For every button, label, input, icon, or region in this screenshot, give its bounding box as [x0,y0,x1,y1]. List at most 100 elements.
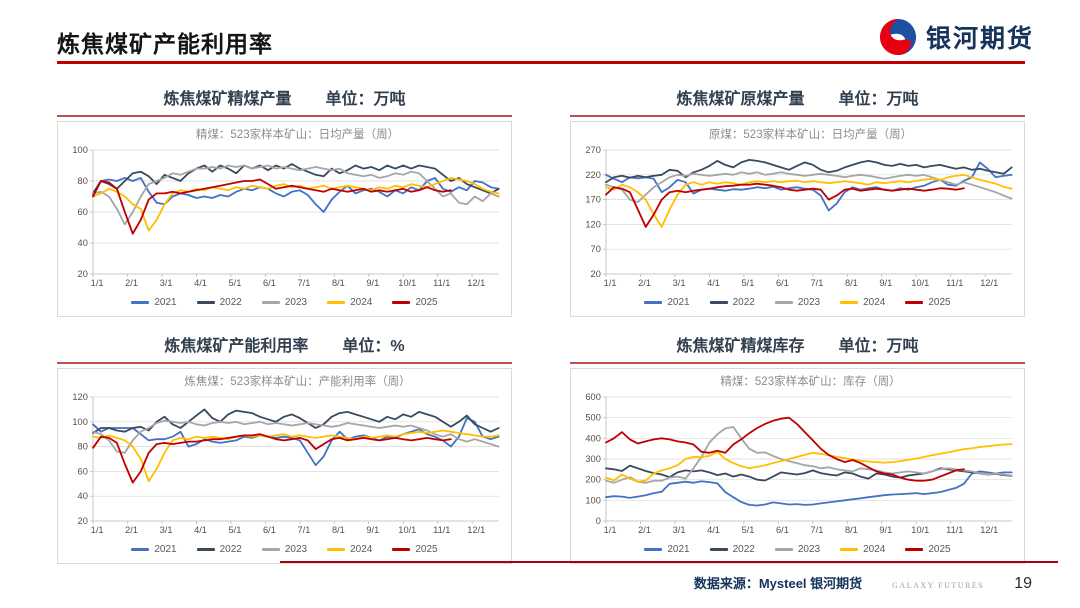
svg-text:11/1: 11/1 [433,525,450,535]
svg-text:9/1: 9/1 [366,278,379,288]
legend-label: 2023 [284,296,308,308]
svg-text:20: 20 [78,269,88,279]
chart-legend: 2021 2022 2023 2024 2025 [58,290,511,314]
svg-text:2/1: 2/1 [638,278,651,288]
svg-text:12/1: 12/1 [467,525,485,535]
svg-text:270: 270 [585,145,600,155]
legend-swatch [131,300,150,304]
legend-item-2022: 2022 [709,296,755,308]
legend-swatch [261,300,280,304]
svg-text:4/1: 4/1 [707,278,720,288]
chart-subtitle: 精煤：523家样本矿山：库存（周） [720,376,901,388]
series-line-2022 [92,408,500,434]
svg-text:6/1: 6/1 [776,278,789,288]
chart-subtitle: 炼焦煤：523家样本矿山：产能利用率（周） [184,376,411,388]
legend-item-2021: 2021 [644,544,690,555]
legend-swatch [644,300,663,304]
legend-item-2024: 2024 [327,544,372,555]
panel-unit: 单位：万吨 [838,91,919,108]
svg-text:5/1: 5/1 [742,278,755,288]
svg-text:6/1: 6/1 [776,525,789,535]
footer-divider [280,561,1058,563]
panel-unit: 单位：万吨 [838,338,919,355]
panel-title-row: 炼焦煤矿精煤库存 单位：万吨 [570,327,1025,362]
svg-text:20: 20 [591,269,601,279]
legend-label: 2024 [863,543,886,555]
panel-title: 炼焦煤矿精煤产量 [163,91,292,108]
svg-text:600: 600 [585,392,600,402]
legend-label: 2022 [732,296,755,308]
series-line-2025 [605,416,965,482]
svg-text:40: 40 [78,238,88,248]
page-title: 炼焦煤矿产能利用率 [57,31,273,57]
legend-label: 2022 [219,296,242,308]
svg-text:3/1: 3/1 [673,278,686,288]
svg-text:12/1: 12/1 [980,525,998,535]
series-line-2023 [605,171,1013,203]
legend-label: 2023 [797,296,821,308]
chart-box: 精煤：523家样本矿山：日均产量（周） 20 40 60 80 100 1/1 2/1 3/1… [57,121,512,317]
legend-label: 2025 [415,296,438,308]
legend-swatch [327,300,346,304]
svg-text:7/1: 7/1 [810,278,823,288]
legend-label: 2022 [732,543,755,555]
chart-legend: 2021 2022 2023 2024 2025 [571,290,1024,314]
series-line-2025 [605,182,965,228]
legend-label: 2025 [928,296,951,308]
svg-text:500: 500 [585,413,600,423]
legend-item-2025: 2025 [392,296,438,308]
legend-swatch [709,547,728,551]
line-chart-raw-coal-output: 20 70 120 170 220 270 1/1 2/1 3/1 4/1 5/1 6/1 7/1 8/1… [585,145,1013,288]
svg-text:9/1: 9/1 [879,525,892,535]
legend-label: 2021 [667,296,690,308]
series-line-2024 [92,429,500,483]
legend-label: 2023 [797,543,821,555]
series-line-2022 [92,163,500,195]
svg-text:200: 200 [585,475,600,485]
svg-text:80: 80 [78,442,88,452]
legend-label: 2024 [350,296,373,308]
legend-swatch [131,547,150,551]
svg-text:1/1: 1/1 [604,278,617,288]
series-line-2021 [92,177,500,213]
svg-text:100: 100 [72,417,87,427]
legend-label: 2022 [219,543,242,555]
series-line-2021 [605,161,1013,212]
svg-text:2/1: 2/1 [125,278,138,288]
legend-swatch [774,300,793,304]
svg-text:5/1: 5/1 [742,525,755,535]
legend-swatch [840,547,859,551]
page-number: 19 [1014,575,1032,592]
panel-title: 炼焦煤矿产能利用率 [164,338,309,355]
svg-text:20: 20 [78,516,88,526]
legend-swatch [196,547,215,551]
svg-text:3/1: 3/1 [160,278,173,288]
svg-text:60: 60 [78,467,88,477]
svg-text:3/1: 3/1 [160,525,173,535]
series-line-2024 [605,443,1013,483]
svg-text:400: 400 [585,433,600,443]
legend-item-2023: 2023 [261,296,308,308]
panel-title-row: 炼焦煤矿精煤产量 单位：万吨 [57,80,512,115]
svg-text:1/1: 1/1 [91,525,104,535]
svg-text:2/1: 2/1 [125,525,138,535]
chart-box: 原煤：523家样本矿山：日均产量（周） 20 70 120 170 220 270 1/1 2… [570,121,1025,317]
chart-box: 炼焦煤：523家样本矿山：产能利用率（周） 20 40 60 80 100 120 1/1 2… [57,368,512,564]
svg-text:1/1: 1/1 [91,278,104,288]
legend-swatch [392,547,411,551]
legend-item-2022: 2022 [196,543,242,555]
legend-item-2022: 2022 [709,543,755,555]
svg-text:10/1: 10/1 [398,525,416,535]
legend-swatch [774,547,793,551]
series-line-2023 [605,426,1013,484]
panel-title: 炼焦煤矿原煤产量 [676,91,805,108]
svg-text:7/1: 7/1 [810,525,823,535]
panel-clean-coal-inventory: 炼焦煤矿精煤库存 单位：万吨 精煤：523家样本矿山：库存（周） 0 100 200… [570,327,1025,564]
svg-text:7/1: 7/1 [297,525,310,535]
svg-text:12/1: 12/1 [980,278,998,288]
line-chart-clean-coal-inventory: 0 100 200 300 400 500 600 1/1 2/1 3/1 4/1 5/1 6/1 7/1… [585,392,1013,535]
svg-text:120: 120 [585,220,600,230]
chart-subtitle: 原煤：523家样本矿山：日均产量（周） [708,129,913,141]
panel-title: 炼焦煤矿精煤库存 [676,338,805,355]
